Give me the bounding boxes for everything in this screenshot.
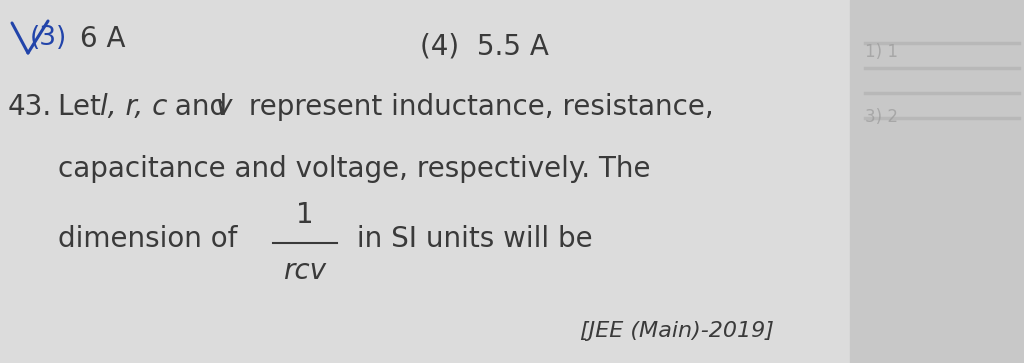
- Text: v: v: [216, 93, 232, 121]
- Bar: [850, 0, 1024, 363]
- Text: in SI units will be: in SI units will be: [348, 225, 593, 253]
- Text: 1: 1: [296, 201, 313, 229]
- Text: (3): (3): [30, 25, 68, 51]
- Text: [JEE (Main)-2019]: [JEE (Main)-2019]: [580, 321, 774, 341]
- Text: capacitance and voltage, respectively. The: capacitance and voltage, respectively. T…: [58, 155, 650, 183]
- Text: rcv: rcv: [284, 257, 327, 285]
- Text: dimension of: dimension of: [58, 225, 238, 253]
- Text: 1) 1: 1) 1: [865, 43, 898, 61]
- Text: 3) 2: 3) 2: [865, 108, 898, 126]
- Text: 43.: 43.: [8, 93, 52, 121]
- Text: l, r, c: l, r, c: [100, 93, 167, 121]
- Text: Let: Let: [58, 93, 110, 121]
- Text: and: and: [166, 93, 236, 121]
- Text: represent inductance, resistance,: represent inductance, resistance,: [240, 93, 714, 121]
- Text: (4)  5.5 A: (4) 5.5 A: [420, 33, 549, 61]
- Text: 6 A: 6 A: [80, 25, 126, 53]
